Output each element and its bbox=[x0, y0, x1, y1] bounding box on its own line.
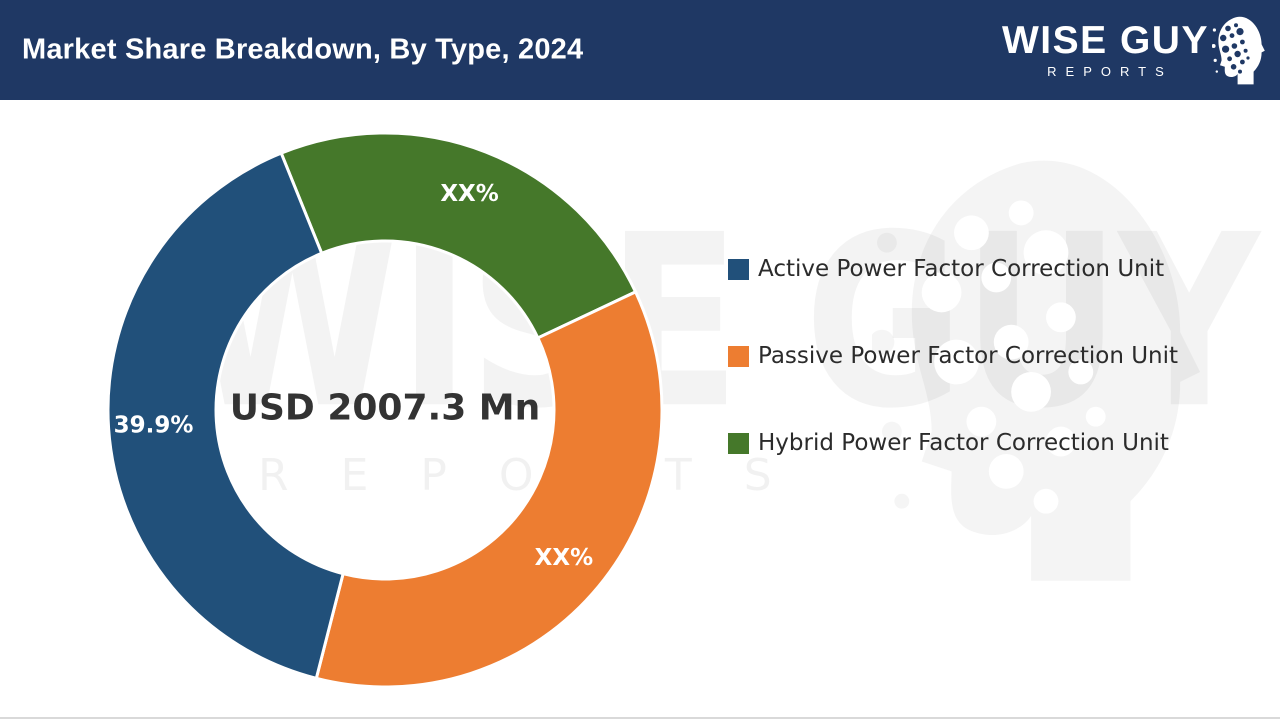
page-title: Market Share Breakdown, By Type, 2024 bbox=[22, 33, 584, 66]
wise-guy-logo: WISE GUY REPORTS bbox=[1002, 9, 1268, 91]
slice-label-2: 39.9% bbox=[114, 413, 194, 439]
watermark-head-icon bbox=[872, 160, 1201, 581]
legend-swatch-hybrid bbox=[728, 432, 749, 454]
legend-swatch-passive bbox=[728, 345, 749, 367]
slice-label-1: XX% bbox=[535, 545, 594, 571]
legend-item-passive: Passive Power Factor Correction Unit bbox=[728, 343, 1178, 369]
logo-head-icon bbox=[1212, 16, 1265, 85]
header: Market Share Breakdown, By Type, 2024 WI… bbox=[0, 0, 1280, 100]
logo-wordmark: WISE GUY bbox=[1001, 19, 1209, 62]
legend-item-hybrid: Hybrid Power Factor Correction Unit bbox=[728, 430, 1178, 456]
legend-label-hybrid: Hybrid Power Factor Correction Unit bbox=[758, 430, 1169, 456]
watermark-subtitle: REPORTS bbox=[258, 450, 824, 501]
bottom-divider bbox=[0, 717, 1280, 719]
legend-item-active: Active Power Factor Correction Unit bbox=[728, 256, 1178, 282]
logo-text: WISE GUY REPORTS bbox=[1002, 21, 1209, 79]
slice-label-0: XX% bbox=[440, 181, 499, 207]
legend: Active Power Factor Correction Unit Pass… bbox=[728, 256, 1178, 456]
logo-subtitle: REPORTS bbox=[1047, 64, 1173, 79]
donut-slice-1 bbox=[314, 290, 664, 689]
legend-swatch-active bbox=[728, 258, 749, 280]
legend-label-active: Active Power Factor Correction Unit bbox=[758, 256, 1165, 282]
donut-slice-2 bbox=[106, 151, 345, 680]
legend-label-passive: Passive Power Factor Correction Unit bbox=[758, 343, 1179, 369]
donut-center-label: USD 2007.3 Mn bbox=[229, 387, 541, 429]
donut-slice-0 bbox=[279, 131, 638, 340]
donut-chart: XX% XX% 39.9% bbox=[106, 131, 664, 689]
